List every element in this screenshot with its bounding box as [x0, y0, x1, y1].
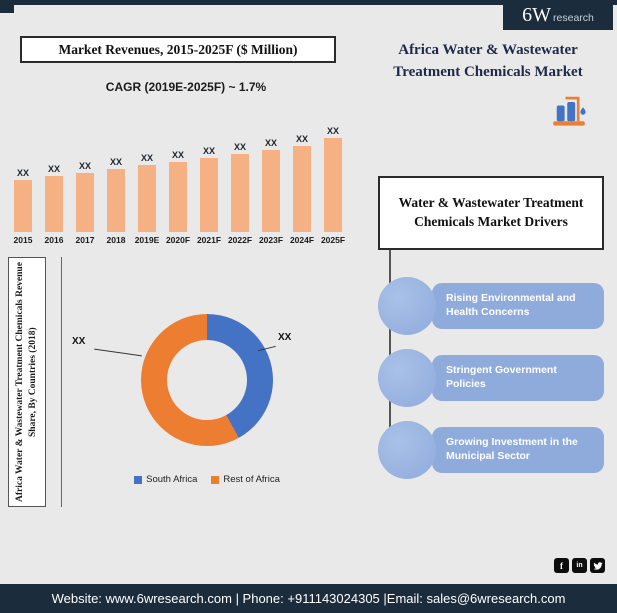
legend-swatch: [211, 475, 220, 484]
bar-year-label: 2025F: [320, 235, 346, 245]
bar: [107, 169, 125, 232]
legend-item: Rest of Africa: [211, 474, 280, 485]
bar-year-label: 2020F: [165, 235, 191, 245]
bar-value-label: XX: [78, 161, 91, 171]
bar-value-label: XX: [16, 168, 29, 178]
driver-circle-icon: [378, 349, 436, 407]
donut-value-south-africa: XX: [278, 332, 292, 343]
driver-pill: Growing Investment in the Municipal Sect…: [432, 427, 604, 473]
donut-value-rest-of-africa: XX: [72, 336, 86, 347]
driver-label: Rising Environmental and Health Concerns: [446, 292, 576, 318]
bar-column: XX 2019E: [135, 153, 160, 246]
bar-year-label: 2021F: [196, 235, 222, 245]
driver-pill: Rising Environmental and Health Concerns: [432, 283, 604, 329]
bar-value-label: XX: [202, 146, 215, 156]
legend-label: Rest of Africa: [223, 474, 280, 485]
bar-value-label: XX: [47, 164, 60, 174]
report-title-line2: Treatment Chemicals Market: [393, 63, 583, 80]
bar-column: XX 2015: [13, 168, 33, 246]
footer-contact: Website: www.6wresearch.com | Phone: +91…: [51, 591, 566, 606]
bar-column: XX 2024F: [289, 134, 315, 246]
bar: [200, 158, 218, 232]
driver-item: Growing Investment in the Municipal Sect…: [378, 420, 604, 480]
drivers-title: Water & Wastewater Treatment Chemicals M…: [398, 195, 584, 229]
bar-year-label: 2017: [75, 235, 95, 245]
legend-swatch: [134, 475, 143, 484]
driver-pill: Stringent Government Policies: [432, 355, 604, 401]
bar-value-label: XX: [264, 138, 277, 148]
drivers-list: Rising Environmental and Health Concerns…: [378, 276, 604, 492]
cagr-note: CAGR (2019E-2025F) ~ 1.7%: [105, 80, 267, 94]
leader-line-left: [94, 348, 142, 357]
brand-research: research: [553, 12, 594, 24]
social-icons: f in: [554, 558, 605, 573]
bar: [76, 173, 94, 232]
bar-year-label: 2023F: [258, 235, 284, 245]
driver-label: Stringent Government Policies: [446, 364, 557, 390]
report-title-line1: Africa Water & Wastewater: [398, 42, 578, 58]
bar: [14, 180, 32, 232]
bar-column: XX 2020F: [165, 150, 191, 246]
legend-label: South Africa: [146, 474, 198, 485]
bar: [293, 146, 311, 232]
bar-value-label: XX: [140, 153, 153, 163]
driver-item: Stringent Government Policies: [378, 348, 604, 408]
driver-circle-icon: [378, 277, 436, 335]
bar-chart-title: Market Revenues, 2015-2025F ($ Million): [58, 41, 298, 57]
bar-column: XX 2022F: [227, 142, 253, 246]
bar-year-label: 2016: [44, 235, 64, 245]
bar-year-label: 2018: [106, 235, 126, 245]
drivers-connector-line: [389, 250, 391, 450]
brand-logo: 6W research: [503, 0, 613, 30]
bar-column: XX 2021F: [196, 146, 222, 246]
bar: [45, 176, 63, 232]
bar-value-label: XX: [233, 142, 246, 152]
footer-bar: Website: www.6wresearch.com | Phone: +91…: [0, 584, 617, 613]
legend-item: South Africa: [134, 474, 197, 485]
top-border: [0, 0, 617, 5]
bar-value-label: XX: [171, 150, 184, 160]
bar: [324, 138, 342, 232]
bar-year-label: 2024F: [289, 235, 315, 245]
driver-circle-icon: [378, 421, 436, 479]
water-treatment-icon: [548, 88, 590, 130]
bar-year-label: 2015: [13, 235, 33, 245]
drivers-title-box: Water & Wastewater Treatment Chemicals M…: [378, 176, 604, 250]
bar-year-label: 2019E: [134, 235, 160, 245]
bar-column: XX 2016: [44, 164, 64, 246]
corner-block: [0, 0, 14, 13]
bar: [169, 162, 187, 232]
bar-column: XX 2023F: [258, 138, 284, 246]
bar: [231, 154, 249, 232]
bar-chart: XX 2015 XX 2016 XX 2017 XX 2018 XX 2019E XX 2020F XX…: [14, 110, 358, 246]
twitter-icon[interactable]: [590, 558, 605, 573]
bar-column: XX 2017: [75, 161, 95, 246]
donut-side-label-box: Africa Water & Wastewater Treatment Chem…: [8, 257, 46, 507]
report-title: Africa Water & Wastewater Treatment Chem…: [368, 40, 608, 84]
donut-side-label: Africa Water & Wastewater Treatment Chem…: [15, 262, 38, 502]
bar-value-label: XX: [109, 157, 122, 167]
brand-6w: 6W: [522, 3, 552, 26]
bar-column: XX 2018: [106, 157, 126, 246]
bar-chart-title-box: Market Revenues, 2015-2025F ($ Million): [20, 36, 336, 63]
donut-legend: South Africa Rest of Africa: [105, 474, 309, 485]
driver-item: Rising Environmental and Health Concerns: [378, 276, 604, 336]
bar-value-label: XX: [295, 134, 308, 144]
donut-chart: [141, 314, 273, 446]
bar-column: XX 2025F: [320, 126, 346, 246]
bar-year-label: 2022F: [227, 235, 253, 245]
facebook-icon[interactable]: f: [554, 558, 569, 573]
bar: [262, 150, 280, 232]
driver-label: Growing Investment in the Municipal Sect…: [446, 436, 578, 462]
bar-value-label: XX: [326, 126, 339, 136]
donut-axis-line: [61, 257, 62, 507]
linkedin-icon[interactable]: in: [572, 558, 587, 573]
bar: [138, 165, 156, 232]
